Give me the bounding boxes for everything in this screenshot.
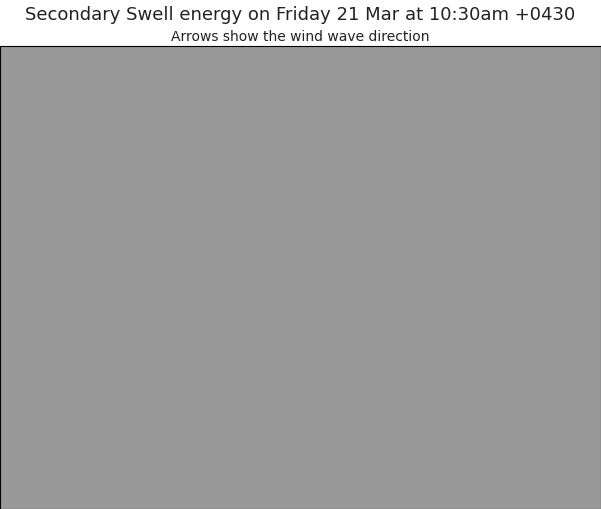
Text: Arrows show the wind wave direction: Arrows show the wind wave direction [171,30,430,43]
Text: Secondary Swell energy on Friday 21 Mar at 10:30am +0430: Secondary Swell energy on Friday 21 Mar … [25,6,576,24]
